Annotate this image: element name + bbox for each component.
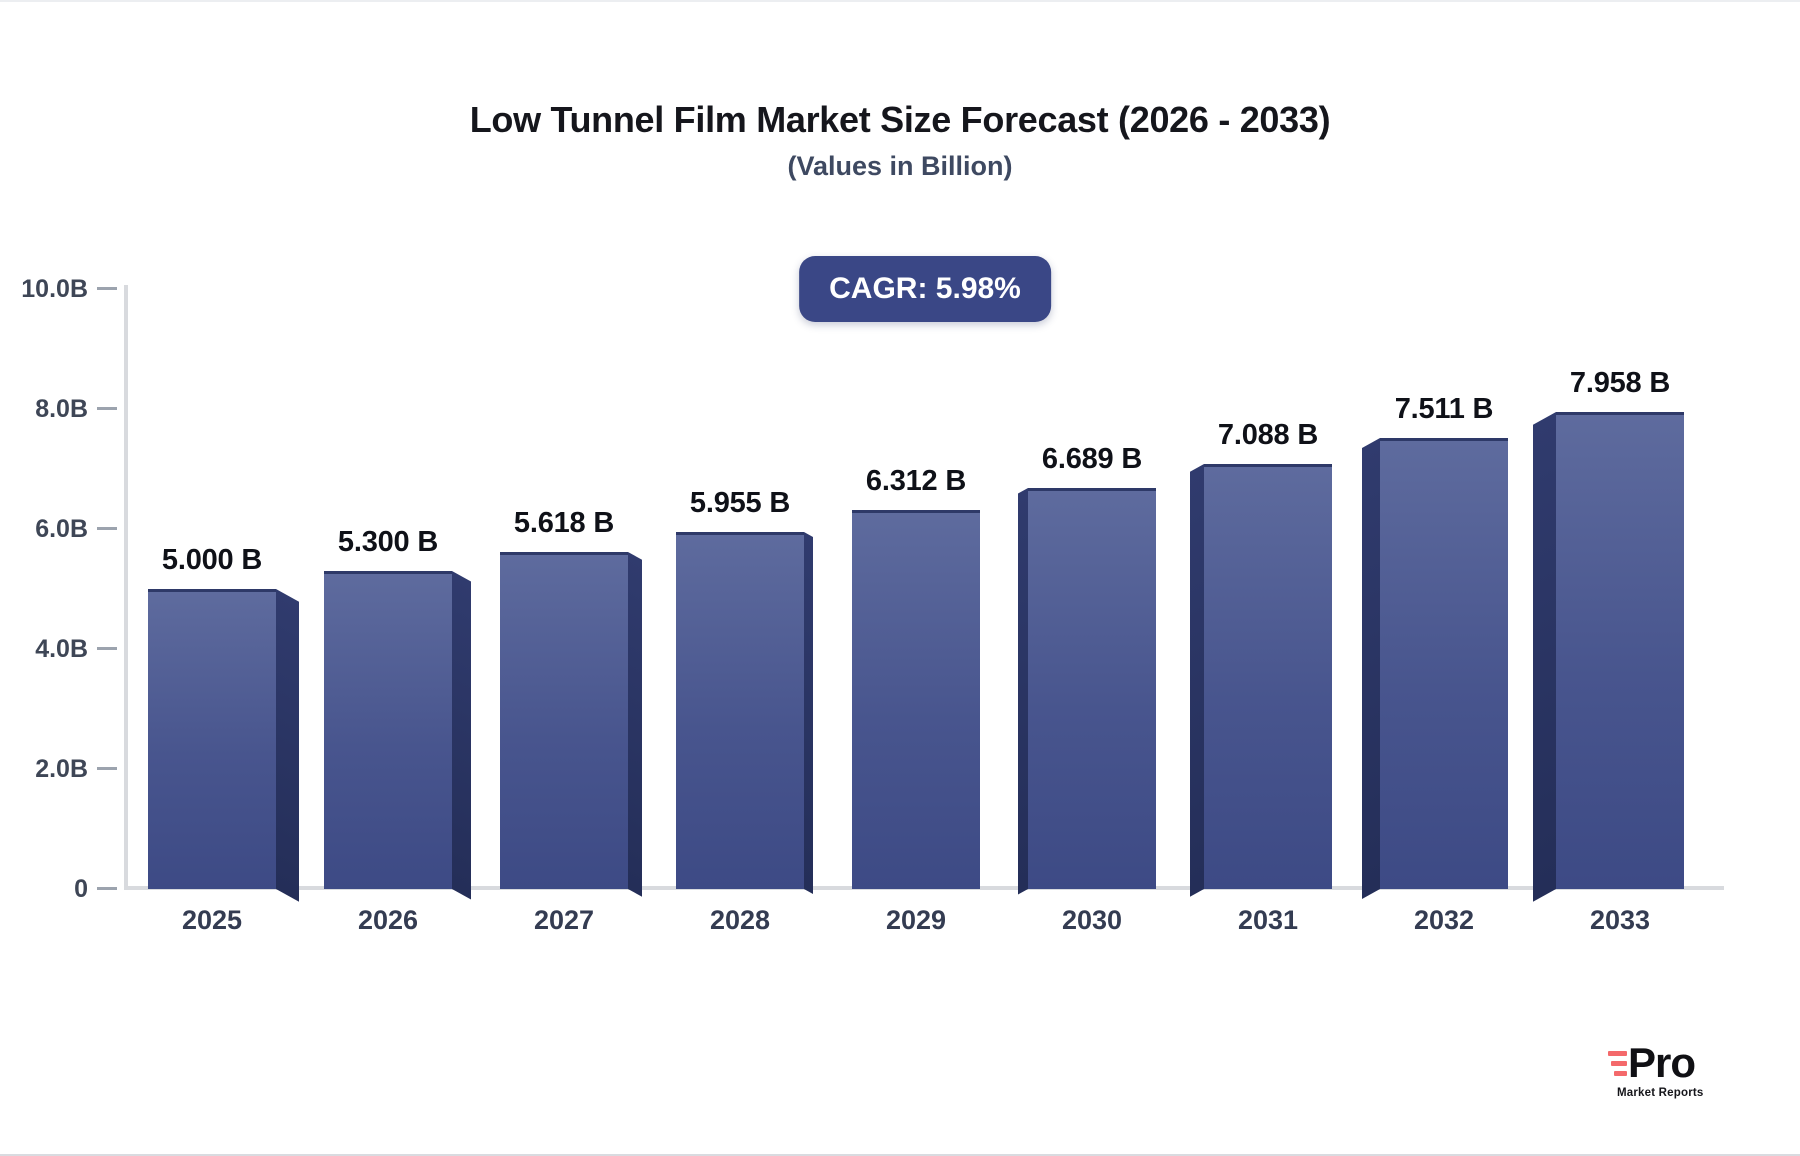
bar-2029 bbox=[852, 510, 980, 889]
x-tick-label-2025: 2025 bbox=[181, 905, 243, 935]
x-tick-label-2028: 2028 bbox=[709, 905, 771, 935]
bar-2031 bbox=[1204, 464, 1332, 889]
x-tick-label-2031: 2031 bbox=[1237, 905, 1299, 935]
bar-2032 bbox=[1380, 438, 1508, 889]
y-tick-label-0: 0 bbox=[74, 875, 88, 903]
bar-side-2026 bbox=[452, 571, 471, 900]
bar-2033 bbox=[1556, 412, 1684, 889]
x-tick-label-2029: 2029 bbox=[885, 905, 947, 935]
y-tick-mark bbox=[97, 287, 117, 290]
bar-side-2025 bbox=[276, 589, 299, 902]
bar-2030 bbox=[1028, 488, 1156, 889]
bar-value-2025: 5.000 B bbox=[161, 544, 263, 576]
chart-title: Low Tunnel Film Market Size Forecast (20… bbox=[469, 99, 1331, 140]
bar-value-2033: 7.958 B bbox=[1569, 367, 1671, 399]
chart-subtitle: (Values in Billion) bbox=[787, 151, 1013, 181]
brand-logo: Pro Market Reports bbox=[1608, 1039, 1704, 1099]
bar-value-2031: 7.088 B bbox=[1217, 419, 1319, 451]
y-tick-label-4.0B: 4.0B bbox=[35, 635, 88, 663]
x-tick-label-2033: 2033 bbox=[1589, 905, 1651, 935]
bar-side-2033 bbox=[1533, 412, 1556, 902]
y-tick-mark bbox=[97, 407, 117, 410]
x-tick-label-2026: 2026 bbox=[357, 905, 419, 935]
bar-2026 bbox=[324, 571, 452, 889]
bar-side-2030 bbox=[1018, 488, 1028, 895]
y-tick-label-6.0B: 6.0B bbox=[35, 515, 88, 543]
bar-value-2027: 5.618 B bbox=[513, 507, 615, 539]
brand-tagline: Market Reports bbox=[1617, 1087, 1704, 1099]
bar-value-2028: 5.955 B bbox=[689, 487, 791, 519]
bar-side-2031 bbox=[1190, 464, 1204, 897]
bar-value-2026: 5.300 B bbox=[337, 526, 439, 558]
bar-value-2032: 7.511 B bbox=[1394, 393, 1494, 425]
x-tick-label-2032: 2032 bbox=[1413, 905, 1475, 935]
bar-2025 bbox=[148, 589, 276, 889]
bar-value-2030: 6.689 B bbox=[1041, 443, 1143, 475]
y-tick-mark bbox=[97, 767, 117, 770]
bar-side-2028 bbox=[804, 532, 813, 894]
y-axis-line bbox=[124, 285, 128, 890]
y-tick-label-8.0B: 8.0B bbox=[35, 395, 88, 423]
y-tick-mark bbox=[97, 527, 117, 530]
y-tick-label-2.0B: 2.0B bbox=[35, 755, 88, 783]
bar-value-2029: 6.312 B bbox=[865, 465, 967, 497]
brand-mark-icon bbox=[1608, 1051, 1627, 1076]
bar-2027 bbox=[500, 552, 628, 889]
bar-side-2032 bbox=[1362, 438, 1380, 899]
x-tick-label-2027: 2027 bbox=[533, 905, 595, 935]
bar-side-2027 bbox=[628, 552, 642, 897]
y-tick-mark bbox=[97, 887, 117, 890]
x-tick-label-2030: 2030 bbox=[1061, 905, 1123, 935]
brand-name: Pro bbox=[1628, 1039, 1696, 1086]
bar-2028 bbox=[676, 532, 804, 889]
y-tick-mark bbox=[97, 647, 117, 650]
cagr-badge: CAGR: 5.98% bbox=[799, 256, 1051, 322]
y-tick-label-10.0B: 10.0B bbox=[21, 275, 88, 303]
